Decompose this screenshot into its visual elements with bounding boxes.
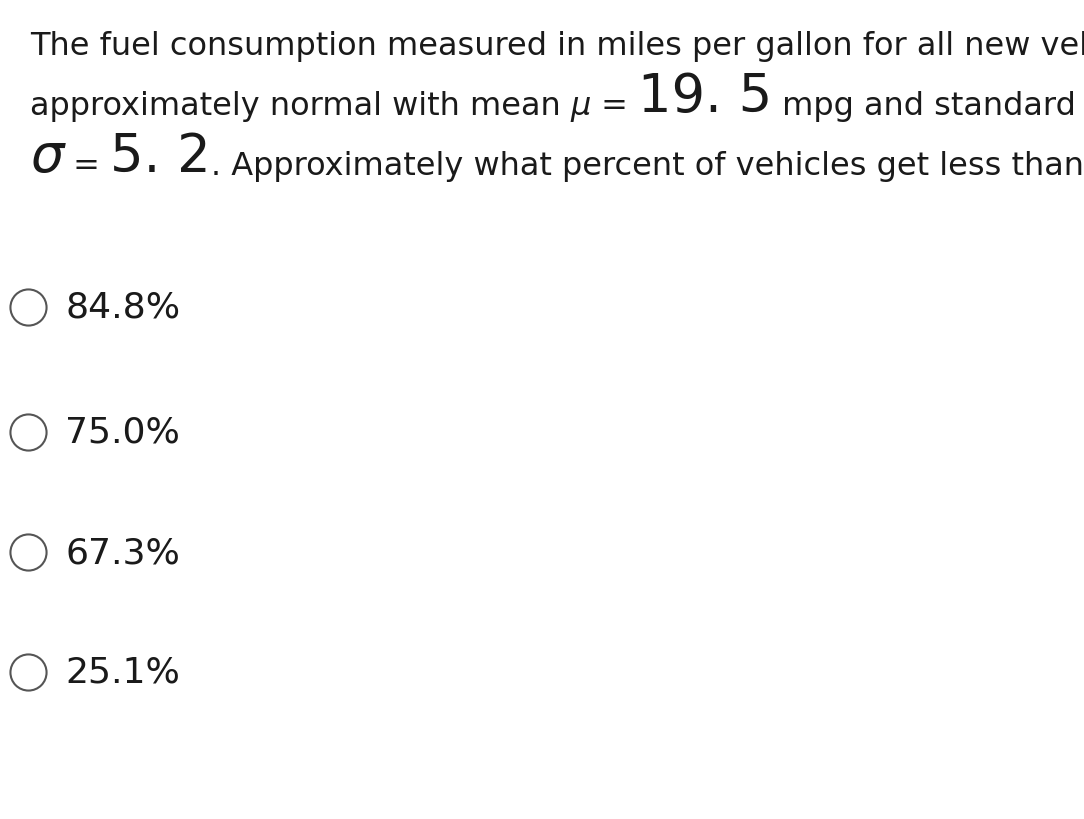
Text: mpg and standard deviation: mpg and standard deviation [773,91,1084,122]
Text: 19. 5: 19. 5 [638,71,773,123]
Text: 84.8%: 84.8% [65,291,180,324]
Text: =: = [63,151,111,182]
Text: 75.0%: 75.0% [65,415,180,450]
Text: 5. 2: 5. 2 [111,131,211,183]
Text: 25.1%: 25.1% [65,655,180,689]
Text: =: = [591,91,638,122]
Text: σ: σ [30,131,63,183]
Text: μ: μ [571,91,591,122]
Text: . Approximately what percent of vehicles get less than 23 mpg?: . Approximately what percent of vehicles… [211,151,1084,182]
Text: The fuel consumption measured in miles per gallon for all new vehicles is: The fuel consumption measured in miles p… [30,31,1084,62]
Text: 67.3%: 67.3% [65,536,180,569]
Text: approximately normal with mean: approximately normal with mean [30,91,571,122]
